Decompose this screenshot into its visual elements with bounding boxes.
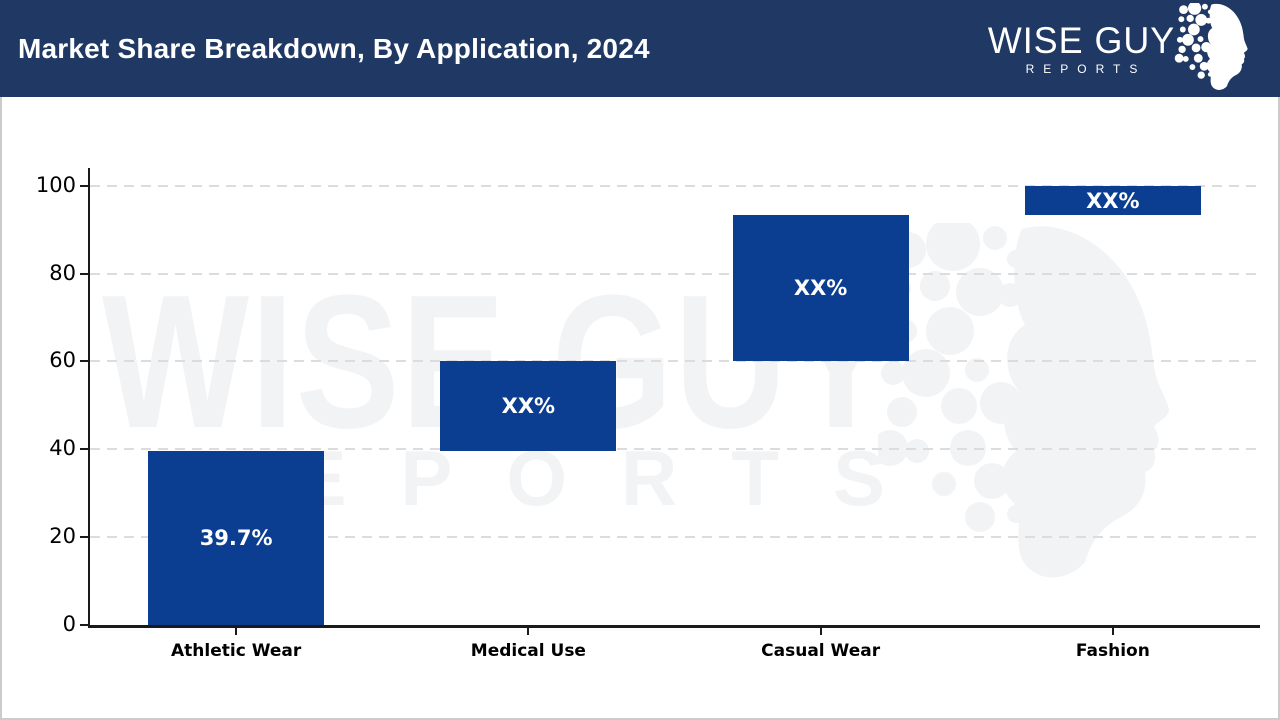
category-label-0: Athletic Wear <box>171 641 302 661</box>
y-tick-100 <box>80 184 88 187</box>
logo-subtitle: REPORTS <box>1025 62 1147 76</box>
chart-canvas: WISE GUY REPORTS 39.7% XX% XX% XX% 0 20 40 60 8… <box>0 97 1280 720</box>
category-label-1: Medical Use <box>470 641 586 661</box>
plot-area: 39.7% XX% XX% XX% <box>90 170 1259 625</box>
x-tick-1 <box>527 628 530 635</box>
logo-wordmark: WISE GUY <box>987 20 1176 61</box>
x-tick-3 <box>1111 628 1114 635</box>
category-label-2: Casual Wear <box>761 641 881 661</box>
gridline-100 <box>90 184 1259 187</box>
bar-fashion <box>1024 185 1201 216</box>
gridline-60 <box>90 360 1259 363</box>
header-bar: Market Share Breakdown, By Application, … <box>0 0 1280 97</box>
y-tick-label-100: 100 <box>35 172 76 197</box>
y-tick-20 <box>80 536 88 539</box>
wise-guy-reports-logo: WISE GUY REPORTS <box>985 2 1254 95</box>
category-label-3: Fashion <box>1075 641 1150 661</box>
gridline-80 <box>90 272 1259 275</box>
gridline-40 <box>90 448 1259 451</box>
y-tick-label-60: 60 <box>49 348 76 373</box>
page-title: Market Share Breakdown, By Application, … <box>18 32 650 64</box>
y-tick-label-40: 40 <box>49 436 76 461</box>
y-tick-80 <box>80 272 88 275</box>
x-tick-0 <box>235 628 238 635</box>
y-axis-line <box>88 168 90 628</box>
face-profile-icon <box>1174 2 1248 90</box>
bar-medical-use <box>440 361 617 451</box>
bar-value-label: XX% <box>501 394 556 419</box>
bar-value-label: XX% <box>1086 188 1140 213</box>
bar-athletic-wear <box>148 450 325 625</box>
y-tick-60 <box>80 360 88 363</box>
y-tick-label-80: 80 <box>49 260 76 285</box>
y-tick-label-0: 0 <box>62 612 76 636</box>
bar-value-label: XX% <box>793 276 848 301</box>
bar-casual-wear <box>732 215 909 362</box>
gridline-20 <box>90 536 1259 539</box>
x-tick-2 <box>819 628 822 635</box>
y-tick-label-20: 20 <box>49 524 76 549</box>
y-tick-0 <box>80 624 88 626</box>
y-tick-40 <box>80 448 88 451</box>
bar-value-label: 39.7% <box>199 525 273 550</box>
logo-text: WISE GUY REPORTS <box>985 22 1178 75</box>
x-axis-line <box>88 625 1260 628</box>
